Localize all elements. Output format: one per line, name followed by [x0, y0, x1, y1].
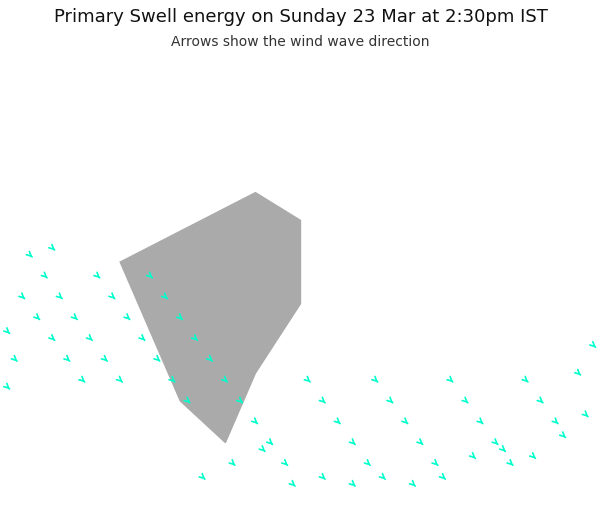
Polygon shape — [120, 193, 300, 442]
Text: Primary Swell energy on Sunday 23 Mar at 2:30pm IST: Primary Swell energy on Sunday 23 Mar at… — [53, 8, 548, 26]
Text: Arrows show the wind wave direction: Arrows show the wind wave direction — [171, 35, 430, 49]
